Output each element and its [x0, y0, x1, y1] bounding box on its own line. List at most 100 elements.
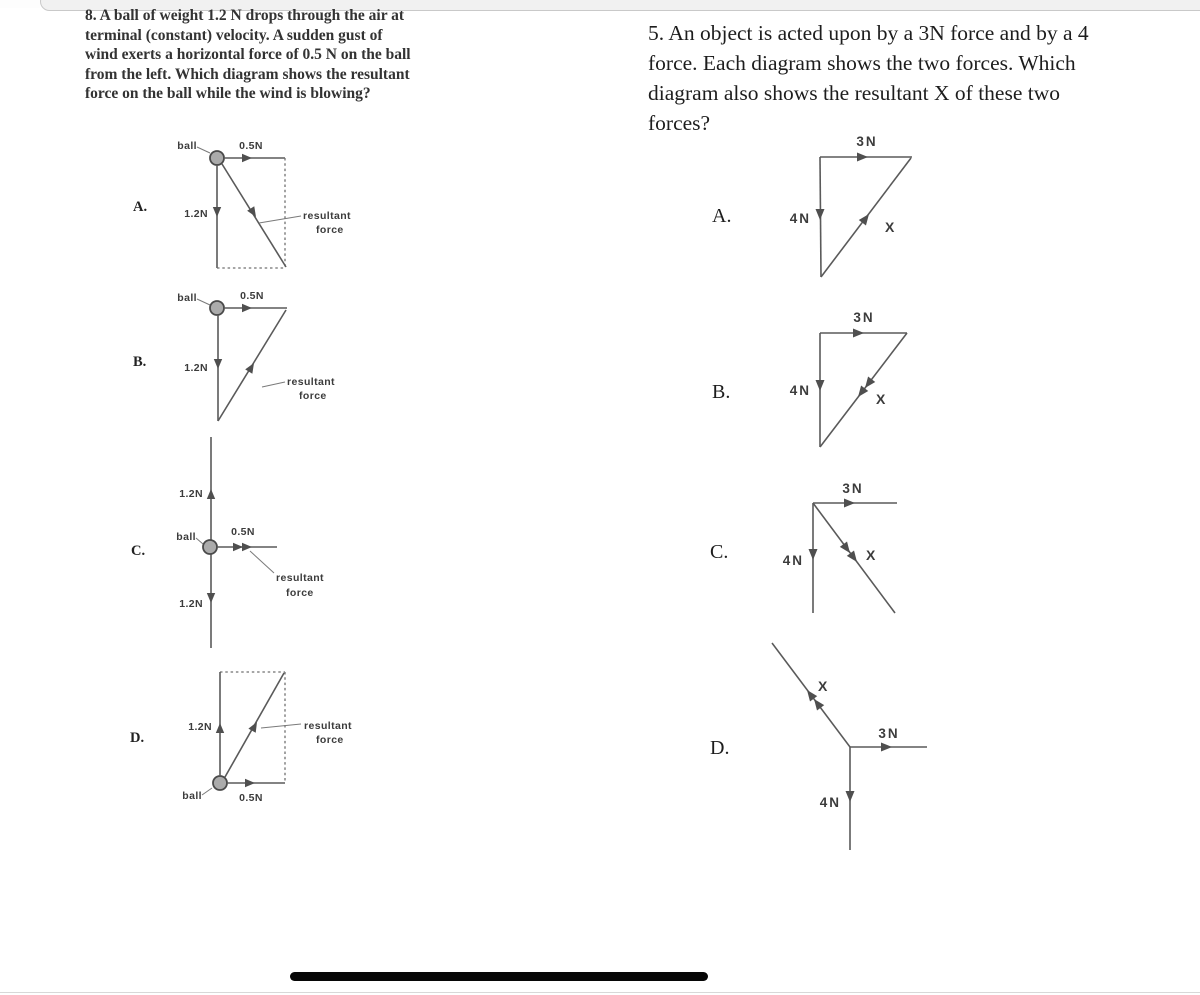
resultant-label: force [299, 390, 327, 402]
q5-option-a-diagram: A. 3N 4N X [712, 134, 912, 278]
horizontal-force-label: 0.5N [231, 526, 255, 538]
option-letter: A. [133, 199, 147, 215]
resultant-x-label: X [866, 547, 876, 563]
ball-pointer-line [201, 787, 213, 796]
horizontal-force-label: 0.5N [239, 792, 263, 804]
arrowhead-down [212, 207, 222, 217]
resultant-pointer-line [258, 215, 302, 224]
arrowhead-up-right [248, 722, 257, 733]
footer-black-bar [290, 972, 708, 981]
resultant-label: resultant [304, 720, 352, 732]
arrowhead-right [242, 153, 252, 163]
arrowhead-right [242, 303, 252, 313]
arrowhead-down-right [839, 541, 850, 553]
resultant-label: force [316, 224, 344, 236]
arrowhead-up [206, 489, 216, 499]
up-force-label: 1.2N [179, 488, 203, 500]
force-4n-label: 4N [783, 553, 804, 568]
force-3n-label: 3N [878, 726, 899, 741]
q5-option-d-diagram: D. 3N 4N X [710, 642, 927, 850]
resultant-x-label: X [876, 391, 886, 407]
question-5-diagrams: A. 3N 4N X B. 3N 4N X C. 3N 4N X [710, 134, 927, 850]
option-letter: C. [131, 543, 145, 559]
option-letter: B. [712, 381, 730, 403]
arrowhead-down-left [858, 385, 869, 397]
question-8-line: force on the ball while the wind is blow… [85, 85, 371, 103]
ball-label: ball [177, 292, 197, 304]
question-5-line: forces? [648, 111, 711, 135]
down-force-label: 1.2N [179, 598, 203, 610]
question-8-line: from the left. Which diagram shows the r… [85, 65, 410, 83]
question-8-line: 8. A ball of weight 1.2 N drops through … [85, 7, 405, 24]
option-letter: D. [710, 737, 729, 759]
ball-label: ball [177, 140, 197, 152]
resultant-x-label: X [885, 219, 895, 235]
horizontal-force-label: 0.5N [240, 290, 264, 302]
arrowhead-down [808, 549, 818, 560]
arrowhead-right [242, 542, 252, 552]
arrowhead-up-left [807, 690, 818, 702]
arrowhead-up-right [858, 214, 869, 226]
arrowhead-down [213, 359, 223, 369]
top-edge-strip [40, 0, 1200, 11]
resultant-pointer-line [249, 550, 275, 574]
vertical-force-label: 1.2N [184, 208, 208, 220]
ball-icon [212, 775, 228, 791]
q8-option-b-diagram: B. ball 0.5N 1.2N resultant force [133, 290, 335, 422]
arrowhead-right [245, 778, 255, 788]
horizontal-force-label: 0.5N [239, 140, 263, 152]
arrowhead-up-left [814, 699, 825, 711]
option-letter: B. [133, 354, 146, 370]
ball-pointer-line [195, 537, 204, 545]
resultant-pointer-line [260, 723, 302, 729]
q5-option-b-diagram: B. 3N 4N X [712, 310, 908, 448]
ball-icon [209, 300, 225, 316]
question-8-diagrams: A. ball 0.5N 1.2N resultant force B. bal… [130, 140, 352, 804]
force-3n-label: 3N [842, 481, 863, 496]
ball-pointer-line [196, 146, 211, 154]
question-8-line: wind exerts a horizontal force of 0.5 N … [85, 46, 411, 64]
ball-label: ball [176, 531, 196, 543]
resultant-pointer-line [261, 381, 286, 388]
force-4n-label: 4N [790, 383, 811, 398]
resultant-label: resultant [287, 376, 335, 388]
option-letter: D. [130, 730, 144, 746]
ball-icon [209, 150, 225, 166]
option-letter: C. [710, 541, 728, 563]
q8-option-a-diagram: A. ball 0.5N 1.2N resultant force [133, 140, 351, 269]
arrowhead-up-right [245, 363, 254, 374]
force-4n-label: 4N [820, 795, 841, 810]
force-3n-label: 3N [856, 134, 877, 149]
resultant-label: resultant [303, 210, 351, 222]
ball-pointer-line [196, 298, 211, 306]
vertical-force-label: 1.2N [184, 362, 208, 374]
resultant-label: force [286, 587, 314, 599]
ball-label: ball [182, 790, 202, 802]
arrowhead-right [853, 328, 864, 338]
bottom-edge-line [0, 992, 1200, 993]
question-5-text: 5. An object is acted upon by a 3N force… [648, 18, 1193, 138]
arrowhead-down [815, 209, 825, 220]
option-letter: A. [712, 205, 731, 227]
resultant-label: resultant [276, 572, 324, 584]
arrowhead-down-right [247, 206, 256, 217]
resultant-x-label: X [818, 678, 828, 694]
vertical-force-label: 1.2N [188, 721, 212, 733]
force-4n-label: 4N [790, 211, 811, 226]
arrowhead-down [206, 593, 216, 603]
ball-icon [202, 539, 218, 555]
top-edge-corner [0, 0, 40, 8]
q8-option-d-diagram: D. ball 1.2N 0.5N resultant force [130, 671, 352, 804]
question-5-line: 5. An object is acted upon by a 3N force… [648, 21, 1089, 45]
arrowhead-right [881, 742, 892, 752]
arrowhead-down [845, 791, 855, 802]
arrowhead-right [857, 152, 868, 162]
q8-option-c-diagram: C. 1.2N ball 0.5N 1.2N resultant force [131, 437, 324, 648]
arrowhead-up [215, 723, 225, 733]
arrowhead-down-right [846, 550, 857, 562]
question-8-text: 8. A ball of weight 1.2 N drops through … [85, 6, 505, 104]
question-5-line: force. Each diagram shows the two forces… [648, 51, 1076, 75]
resultant-label: force [316, 734, 344, 746]
q5-option-c-diagram: C. 3N 4N X [710, 481, 897, 614]
force-3n-label: 3N [853, 310, 874, 325]
